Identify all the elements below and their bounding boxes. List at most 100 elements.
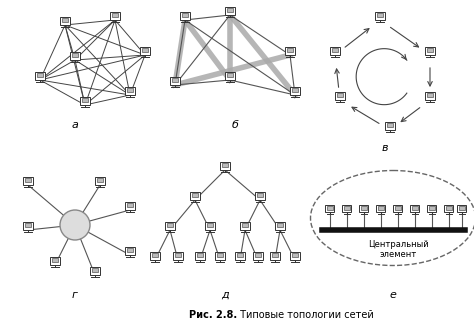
FancyBboxPatch shape (376, 205, 385, 212)
FancyBboxPatch shape (207, 223, 213, 227)
FancyBboxPatch shape (23, 177, 33, 185)
FancyBboxPatch shape (393, 205, 402, 212)
FancyBboxPatch shape (343, 205, 352, 212)
FancyBboxPatch shape (197, 253, 203, 257)
FancyBboxPatch shape (35, 72, 45, 80)
Text: Рис. 2.8.: Рис. 2.8. (189, 310, 237, 320)
FancyBboxPatch shape (227, 73, 233, 77)
FancyBboxPatch shape (125, 202, 135, 210)
FancyBboxPatch shape (125, 247, 135, 255)
FancyBboxPatch shape (428, 205, 437, 212)
FancyBboxPatch shape (290, 87, 300, 95)
FancyBboxPatch shape (429, 206, 435, 210)
FancyBboxPatch shape (326, 205, 335, 212)
FancyBboxPatch shape (111, 13, 118, 17)
FancyBboxPatch shape (445, 205, 454, 212)
FancyBboxPatch shape (127, 248, 133, 252)
FancyBboxPatch shape (174, 253, 182, 257)
FancyBboxPatch shape (70, 52, 80, 60)
FancyBboxPatch shape (427, 48, 433, 52)
FancyBboxPatch shape (60, 17, 70, 25)
Text: а: а (72, 120, 78, 130)
FancyBboxPatch shape (395, 206, 401, 210)
FancyBboxPatch shape (275, 222, 285, 230)
FancyBboxPatch shape (191, 193, 199, 197)
Text: г: г (72, 290, 78, 300)
FancyBboxPatch shape (270, 252, 280, 260)
FancyBboxPatch shape (95, 177, 105, 185)
FancyBboxPatch shape (166, 223, 173, 227)
FancyBboxPatch shape (36, 73, 44, 77)
FancyBboxPatch shape (412, 206, 418, 210)
FancyBboxPatch shape (91, 268, 99, 272)
FancyBboxPatch shape (235, 252, 245, 260)
FancyBboxPatch shape (182, 13, 188, 17)
FancyBboxPatch shape (277, 223, 283, 227)
Text: в: в (382, 143, 388, 153)
FancyBboxPatch shape (221, 164, 228, 167)
FancyBboxPatch shape (220, 162, 230, 170)
FancyBboxPatch shape (52, 259, 58, 262)
FancyBboxPatch shape (225, 7, 235, 15)
FancyBboxPatch shape (205, 222, 215, 230)
FancyBboxPatch shape (285, 47, 295, 55)
FancyBboxPatch shape (82, 98, 89, 102)
FancyBboxPatch shape (287, 48, 293, 52)
FancyBboxPatch shape (290, 252, 300, 260)
FancyBboxPatch shape (457, 205, 466, 212)
Text: Центральный
элемент: Центральный элемент (368, 240, 428, 259)
FancyBboxPatch shape (378, 206, 384, 210)
FancyBboxPatch shape (459, 206, 465, 210)
FancyBboxPatch shape (195, 252, 205, 260)
FancyBboxPatch shape (292, 89, 299, 92)
FancyBboxPatch shape (50, 257, 60, 265)
FancyBboxPatch shape (142, 48, 148, 52)
FancyBboxPatch shape (253, 252, 263, 260)
FancyBboxPatch shape (25, 178, 31, 182)
Text: Типовые топологии сетей: Типовые топологии сетей (237, 310, 374, 320)
FancyBboxPatch shape (227, 9, 233, 12)
FancyBboxPatch shape (110, 12, 120, 20)
Circle shape (60, 210, 90, 240)
FancyBboxPatch shape (140, 47, 150, 55)
FancyBboxPatch shape (335, 92, 345, 100)
FancyBboxPatch shape (255, 192, 265, 200)
FancyBboxPatch shape (272, 253, 278, 257)
FancyBboxPatch shape (237, 253, 244, 257)
FancyBboxPatch shape (255, 253, 262, 257)
FancyBboxPatch shape (427, 93, 433, 97)
FancyBboxPatch shape (344, 206, 350, 210)
FancyBboxPatch shape (387, 123, 393, 127)
FancyBboxPatch shape (23, 222, 33, 230)
FancyBboxPatch shape (425, 47, 435, 55)
FancyBboxPatch shape (446, 206, 452, 210)
FancyBboxPatch shape (292, 253, 299, 257)
FancyBboxPatch shape (359, 205, 368, 212)
FancyBboxPatch shape (72, 53, 78, 57)
FancyBboxPatch shape (425, 92, 435, 100)
FancyBboxPatch shape (25, 223, 31, 227)
FancyBboxPatch shape (97, 178, 103, 182)
FancyBboxPatch shape (385, 122, 395, 130)
FancyBboxPatch shape (410, 205, 419, 212)
FancyBboxPatch shape (173, 252, 183, 260)
FancyBboxPatch shape (172, 78, 178, 82)
FancyBboxPatch shape (80, 97, 90, 105)
FancyBboxPatch shape (337, 93, 343, 97)
FancyBboxPatch shape (90, 267, 100, 275)
FancyBboxPatch shape (240, 222, 250, 230)
FancyBboxPatch shape (327, 206, 333, 210)
FancyBboxPatch shape (375, 12, 385, 20)
FancyBboxPatch shape (127, 89, 133, 92)
FancyBboxPatch shape (225, 72, 235, 80)
FancyBboxPatch shape (217, 253, 223, 257)
FancyBboxPatch shape (62, 18, 68, 22)
FancyBboxPatch shape (152, 253, 158, 257)
FancyBboxPatch shape (215, 252, 225, 260)
FancyBboxPatch shape (150, 252, 160, 260)
FancyBboxPatch shape (190, 192, 200, 200)
FancyBboxPatch shape (361, 206, 367, 210)
FancyBboxPatch shape (180, 12, 190, 20)
FancyBboxPatch shape (376, 13, 383, 17)
Text: д: д (221, 290, 229, 300)
